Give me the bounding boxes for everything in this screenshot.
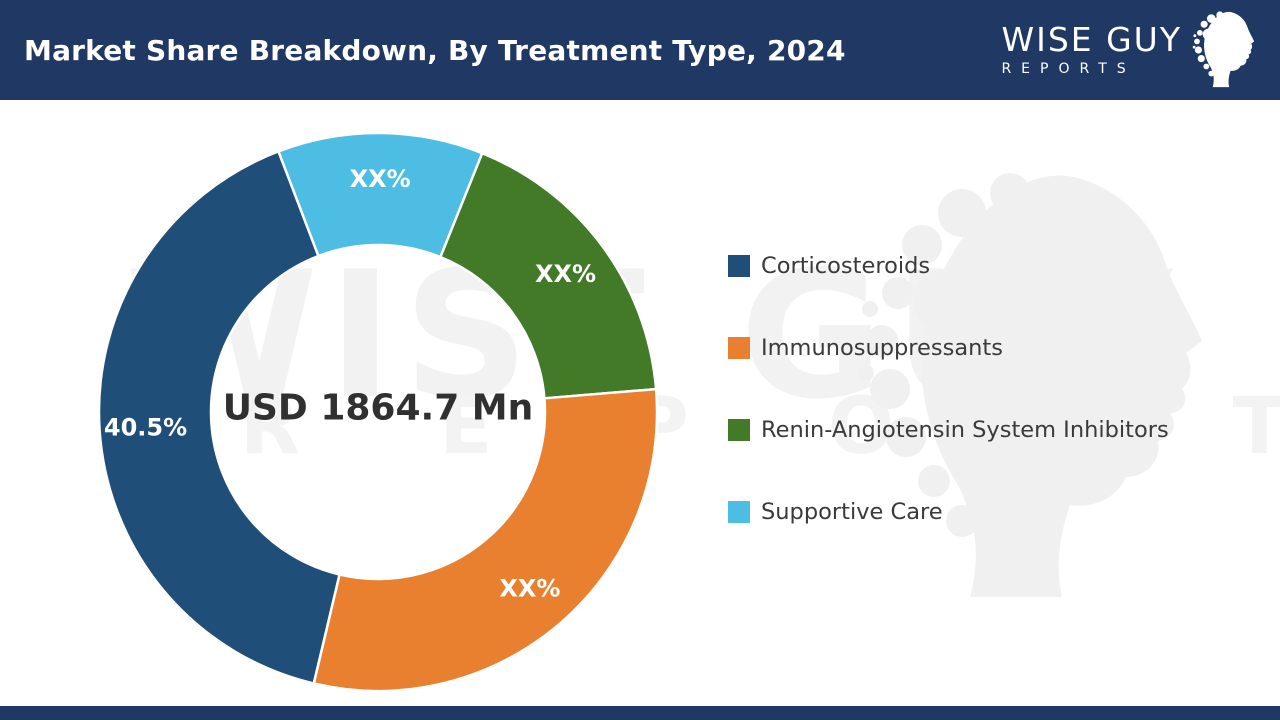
legend-swatch-icon (728, 501, 750, 523)
chart-legend: Corticosteroids Immunosuppressants Renin… (728, 253, 1169, 525)
brand-wordmark: WISE GUY (1001, 20, 1182, 59)
dotted-head-profile-icon (1192, 11, 1255, 88)
header-bar: Market Share Breakdown, By Treatment Typ… (0, 0, 1280, 100)
watermark-head-icon (858, 173, 1202, 597)
slice-label-supportive-care: XX% (350, 165, 411, 193)
donut-slice-renin-angiotensin-system-inhibitors[interactable] (439, 151, 658, 400)
footer-bar (0, 706, 1280, 720)
legend-label: Renin-Angiotensin System Inhibitors (761, 417, 1169, 443)
slice-label-immunosuppressants: XX% (499, 575, 560, 603)
legend-item-corticosteroids[interactable]: Corticosteroids (728, 253, 1169, 279)
legend-swatch-icon (728, 255, 750, 277)
legend-label: Supportive Care (761, 499, 943, 525)
legend-label: Immunosuppressants (761, 335, 1003, 361)
donut-slice-immunosuppressants[interactable] (312, 387, 659, 693)
legend-swatch-icon (728, 419, 750, 441)
slice-label-renin-angiotensin-system-inhibitors: XX% (535, 260, 596, 288)
brand-logo: WISE GUY REPORTS (1001, 10, 1266, 90)
slice-label-corticosteroids: 40.5% (104, 413, 187, 441)
donut-slice-corticosteroids[interactable] (97, 150, 341, 685)
legend-item-supportive-care[interactable]: Supportive Care (728, 499, 1169, 525)
legend-label: Corticosteroids (761, 253, 931, 279)
legend-swatch-icon (728, 337, 750, 359)
page-title: Market Share Breakdown, By Treatment Typ… (24, 33, 846, 67)
brand-subtitle: REPORTS (1001, 61, 1136, 77)
legend-item-renin-angiotensin-system-inhibitors[interactable]: Renin-Angiotensin System Inhibitors (728, 417, 1169, 443)
legend-item-immunosuppressants[interactable]: Immunosuppressants (728, 335, 1169, 361)
donut-center-value: USD 1864.7 Mn (222, 387, 534, 429)
